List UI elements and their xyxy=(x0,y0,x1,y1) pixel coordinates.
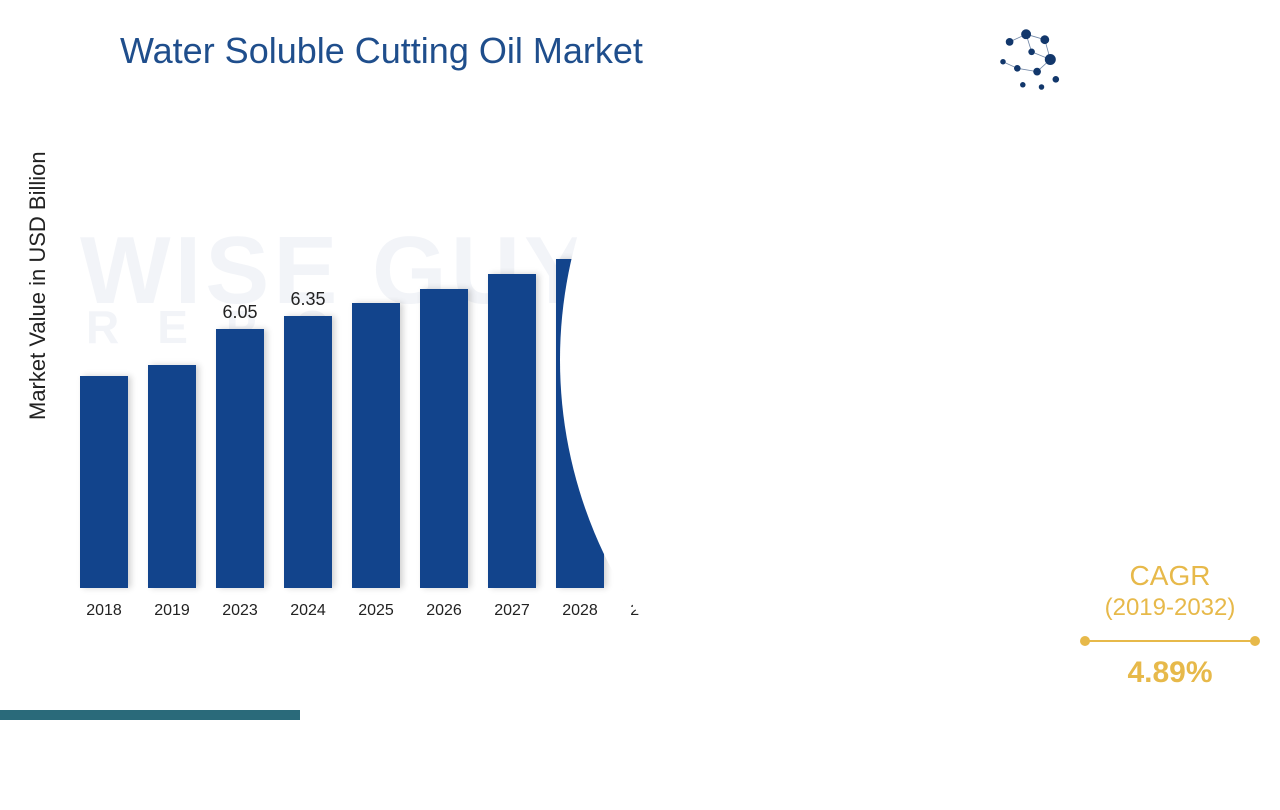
bar-2019 xyxy=(148,365,196,588)
brand-sub: REPORTS xyxy=(1084,58,1262,76)
chart-title: Water Soluble Cutting Oil Market xyxy=(120,30,643,72)
cagr-block: CAGR (2019-2032) 4.89% xyxy=(1060,560,1280,690)
bar-2026 xyxy=(420,289,468,588)
cagr-value: 4.89% xyxy=(1060,656,1280,690)
bottom-accent-bar xyxy=(0,710,300,720)
x-tick: 2023 xyxy=(210,602,270,620)
x-tick: 2024 xyxy=(278,602,338,620)
x-tick: 2026 xyxy=(414,602,474,620)
cagr-title: CAGR xyxy=(1060,560,1280,592)
x-tick: 2018 xyxy=(74,602,134,620)
cagr-divider xyxy=(1085,640,1255,642)
x-tick: 2028 xyxy=(550,602,610,620)
bar-2025 xyxy=(352,303,400,588)
cagr-range: (2019-2032) xyxy=(1060,594,1280,622)
brand-head-icon xyxy=(970,10,1080,120)
x-tick: 2027 xyxy=(482,602,542,620)
sidebar: WISE GUY REPORTS CAGR (2019-2032) 4.89% xyxy=(960,0,1280,720)
bar-value-label: 6.35 xyxy=(273,289,343,310)
y-axis-label: Market Value in USD Billion xyxy=(25,151,51,420)
x-tick: 2025 xyxy=(346,602,406,620)
bar-2018 xyxy=(80,376,128,588)
bar-2024 xyxy=(284,316,332,588)
brand-logo-text: WISE GUY REPORTS xyxy=(1084,22,1262,76)
bar-2027 xyxy=(488,274,536,588)
x-tick: 2019 xyxy=(142,602,202,620)
brand-main: WISE GUY xyxy=(1084,22,1262,56)
bar-2023 xyxy=(216,329,264,588)
bar-value-label: 6.05 xyxy=(205,302,275,323)
